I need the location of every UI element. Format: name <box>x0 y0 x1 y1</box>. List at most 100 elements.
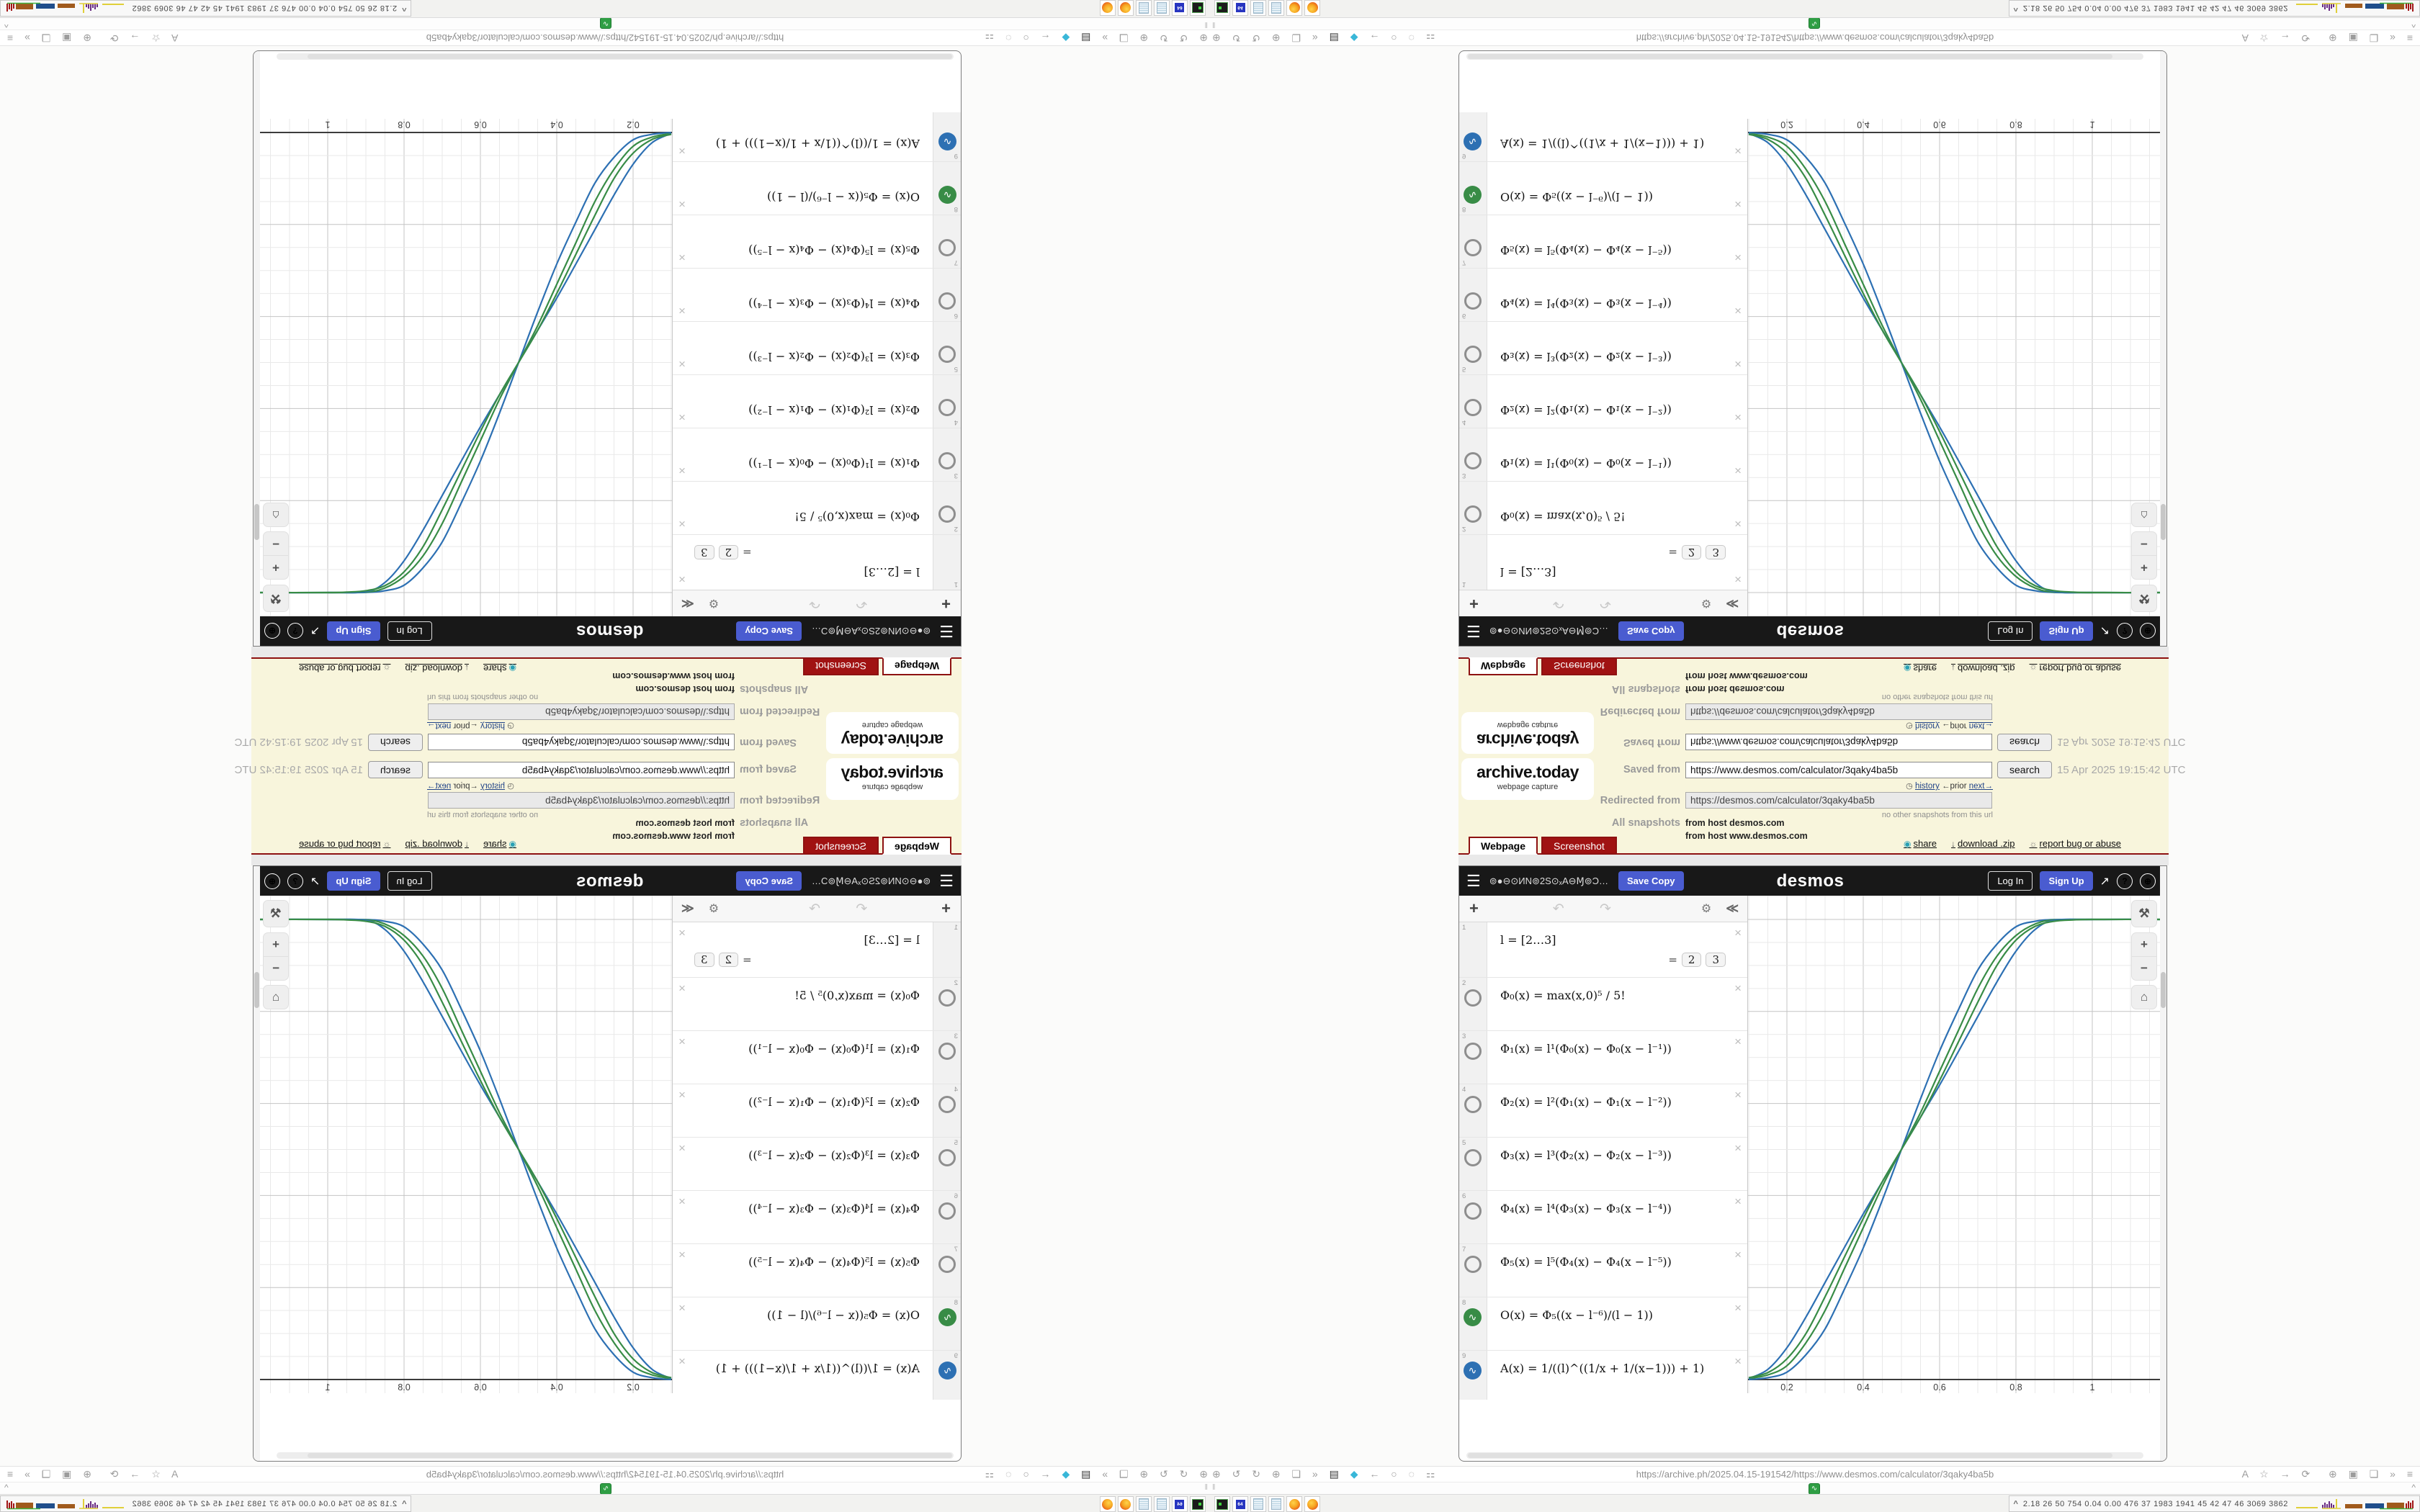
browser-toolbar-right-icons[interactable]: A ☆ → ⟳ ⊕ ▣ ❏ » ≡ <box>3 32 179 44</box>
history-link[interactable]: history <box>480 782 506 791</box>
hidden-curve-icon[interactable] <box>938 399 956 416</box>
next-link[interactable]: next→ <box>1968 721 1993 730</box>
edit-list-gear-icon[interactable]: ⚙ <box>708 597 720 609</box>
tab-list-caret-icon[interactable]: ^ <box>4 19 9 30</box>
download-zip-link[interactable]: ↓download .zip <box>405 838 469 849</box>
globe-icon[interactable]: ⊕ <box>264 873 280 889</box>
globe-icon[interactable]: ⊕ <box>264 623 280 639</box>
tab-webpage[interactable]: Webpage <box>1469 837 1538 855</box>
default-viewport-home-button[interactable]: ⌂ <box>263 985 289 1009</box>
terminal-launcher-icon[interactable] <box>1190 0 1206 16</box>
search-button[interactable]: search <box>1997 761 2053 778</box>
sign-up-button[interactable]: Sign Up <box>327 871 380 891</box>
frame-vertical-scrollbar[interactable] <box>254 866 260 1461</box>
collapse-stats-icon[interactable]: ^ <box>402 4 407 13</box>
expression-row[interactable]: 2 Φ₀(x) = max(x,0)⁵ / 5! × <box>673 481 961 534</box>
expression-latex[interactable]: Φ₄(x) = l⁴(Φ₃(x) − Φ₃(x − l⁻⁴)) <box>1500 1202 1672 1215</box>
visible-curve-icon-blue[interactable]: ∿ <box>938 132 956 150</box>
host-link-desmos[interactable]: from host desmos.com <box>635 684 735 694</box>
share-link[interactable]: ◉share <box>1904 838 1937 849</box>
hidden-curve-icon[interactable] <box>1464 1149 1482 1166</box>
delete-expression-icon[interactable]: × <box>678 304 686 318</box>
host-link-www-desmos[interactable]: from host www.desmos.com <box>1685 831 1808 842</box>
add-expression-button[interactable]: + <box>1469 595 1479 613</box>
download-zip-link[interactable]: ↓download .zip <box>405 663 469 674</box>
archive-logo[interactable]: archive.today webpage capture <box>826 758 959 800</box>
delete-expression-icon[interactable]: × <box>1734 251 1742 264</box>
expression-row[interactable]: 1 l = [2…3] × = 2 3 <box>673 534 961 590</box>
visible-curve-icon-blue[interactable]: ∿ <box>1464 1362 1482 1380</box>
log-in-button[interactable]: Log In <box>387 871 432 891</box>
tab-webpage[interactable]: Webpage <box>882 657 951 675</box>
graph-document-title[interactable]: ⊚●⊖⊙ИN⊚2S⊙ₓA⊖Ɱ⊚Ɔ… <box>811 626 931 637</box>
expression-latex[interactable]: Φ₅(x) = l⁵(Φ₄(x) − Φ₄(x − l⁻⁵)) <box>748 243 920 257</box>
hidden-curve-icon[interactable] <box>938 1256 956 1273</box>
expression-latex[interactable]: A(x) = 1/((l)^((1/x + 1/(x−1))) + 1) <box>715 1362 920 1375</box>
share-link[interactable]: ◉share <box>483 663 516 674</box>
list-value-2[interactable]: 3 <box>694 545 714 559</box>
graph-settings-wrench-button[interactable]: ⚒ <box>2131 585 2157 612</box>
delete-expression-icon[interactable]: × <box>678 410 686 424</box>
menu-icon[interactable]: ☰ <box>939 622 954 641</box>
list-value-1[interactable]: 2 <box>718 545 739 559</box>
tab-screenshot[interactable]: Screenshot <box>803 657 879 675</box>
expression-latex[interactable]: Φ₃(x) = l³(Φ₂(x) − Φ₂(x − l⁻³)) <box>748 1148 920 1162</box>
delete-expression-icon[interactable]: × <box>678 572 686 586</box>
visible-curve-icon-blue[interactable]: ∿ <box>938 1362 956 1380</box>
address-bar-url[interactable]: https://archive.ph/2025.04.15-191542/htt… <box>1636 32 1994 43</box>
hidden-curve-icon[interactable] <box>1464 292 1482 310</box>
delete-expression-icon[interactable]: × <box>1734 1141 1742 1155</box>
tab-webpage[interactable]: Webpage <box>1469 657 1538 675</box>
zoom-in-button[interactable]: + <box>263 932 289 956</box>
menu-icon[interactable]: ☰ <box>939 871 954 890</box>
delete-expression-icon[interactable]: × <box>1734 464 1742 477</box>
history-link[interactable]: history <box>1914 782 1940 791</box>
expression-row[interactable]: 7 Φ₅(x) = l⁵(Φ₄(x) − Φ₄(x − l⁻⁵)) × <box>673 1244 961 1297</box>
expression-latex[interactable]: Φ₀(x) = max(x,0)⁵ / 5! <box>794 510 920 523</box>
expression-row[interactable]: 9 ∿ A(x) = 1/((l)^((1/x + 1/(x−1))) + 1) × <box>673 112 961 161</box>
add-expression-button[interactable]: + <box>1469 899 1479 917</box>
menu-icon[interactable]: ☰ <box>1466 622 1481 641</box>
hidden-curve-icon[interactable] <box>938 1096 956 1113</box>
hidden-curve-icon[interactable] <box>1464 452 1482 469</box>
address-bar-url[interactable]: https://archive.ph/2025.04.15-191542/htt… <box>1636 1469 1994 1480</box>
report-bug-link[interactable]: ☼report bug or abuse <box>299 663 391 674</box>
archive-logo[interactable]: archive.today webpage capture <box>1461 758 1594 800</box>
delete-expression-icon[interactable]: × <box>1734 981 1742 995</box>
expression-latex[interactable]: Φ₂(x) = l²(Φ₁(x) − Φ₁(x − l⁻²)) <box>748 403 920 417</box>
report-bug-link[interactable]: ☼report bug or abuse <box>2029 663 2121 674</box>
collapse-panel-icon[interactable]: ≪ <box>681 901 694 915</box>
saved-url-input[interactable]: https://www.desmos.com/calculator/3qaky4… <box>1685 761 1992 778</box>
delete-expression-icon[interactable]: × <box>678 1354 686 1368</box>
expression-latex[interactable]: Φ₅(x) = l⁵(Φ₄(x) − Φ₄(x − l⁻⁵)) <box>1500 1255 1672 1269</box>
redirected-url-input[interactable]: https://desmos.com/calculator/3qaky4ba5b <box>428 792 735 809</box>
hidden-curve-icon[interactable] <box>1464 1202 1482 1220</box>
export-icon[interactable]: ↗ <box>2099 624 2110 637</box>
graph-document-title[interactable]: ⊚●⊖⊙ИN⊚2S⊙ₓA⊖Ɱ⊚Ɔ… <box>1489 626 1609 637</box>
delete-expression-icon[interactable]: × <box>1734 1248 1742 1261</box>
list-value-2[interactable]: 3 <box>694 953 714 967</box>
delete-expression-icon[interactable]: × <box>678 197 686 211</box>
collapse-stats-icon[interactable]: ^ <box>402 1499 407 1508</box>
notepad-launcher-icon[interactable] <box>1268 0 1284 16</box>
list-value-1[interactable]: 2 <box>1681 953 1702 967</box>
help-icon[interactable]: ? <box>287 873 303 889</box>
expression-row[interactable]: 6 Φ₄(x) = l⁴(Φ₃(x) − Φ₃(x − l⁻⁴)) × <box>1459 268 1747 321</box>
expression-row[interactable]: 4 Φ₂(x) = l²(Φ₁(x) − Φ₁(x − l⁻²)) × <box>673 374 961 428</box>
export-icon[interactable]: ↗ <box>2099 875 2110 888</box>
firefox-launcher-icon[interactable] <box>1118 1496 1134 1512</box>
globe-icon[interactable]: ⊕ <box>2140 623 2156 639</box>
default-viewport-home-button[interactable]: ⌂ <box>2131 985 2157 1009</box>
expression-row[interactable]: 7 Φ₅(x) = l⁵(Φ₄(x) − Φ₄(x − l⁻⁵)) × <box>1459 1244 1747 1297</box>
delete-expression-icon[interactable]: × <box>678 1194 686 1208</box>
browser-toolbar-right-icons[interactable]: A ☆ → ⟳ ⊕ ▣ ❏ » ≡ <box>2241 32 2417 44</box>
browser-toolbar-right-icons[interactable]: A ☆ → ⟳ ⊕ ▣ ❏ » ≡ <box>3 1468 179 1480</box>
download-zip-link[interactable]: ↓download .zip <box>1951 838 2015 849</box>
expression-latex[interactable]: Φ₂(x) = l²(Φ₁(x) − Φ₁(x − l⁻²)) <box>1500 403 1672 417</box>
edit-list-gear-icon[interactable]: ⚙ <box>1700 597 1712 609</box>
log-in-button[interactable]: Log In <box>1988 871 2033 891</box>
expression-row[interactable]: 9 ∿ A(x) = 1/((l)^((1/x + 1/(x−1))) + 1) × <box>1459 112 1747 161</box>
hidden-curve-icon[interactable] <box>1464 989 1482 1007</box>
expression-latex[interactable]: O(x) = Φ₅((x − l⁻⁶)/(l − 1)) <box>1500 190 1654 204</box>
list-value-1[interactable]: 2 <box>718 953 739 967</box>
